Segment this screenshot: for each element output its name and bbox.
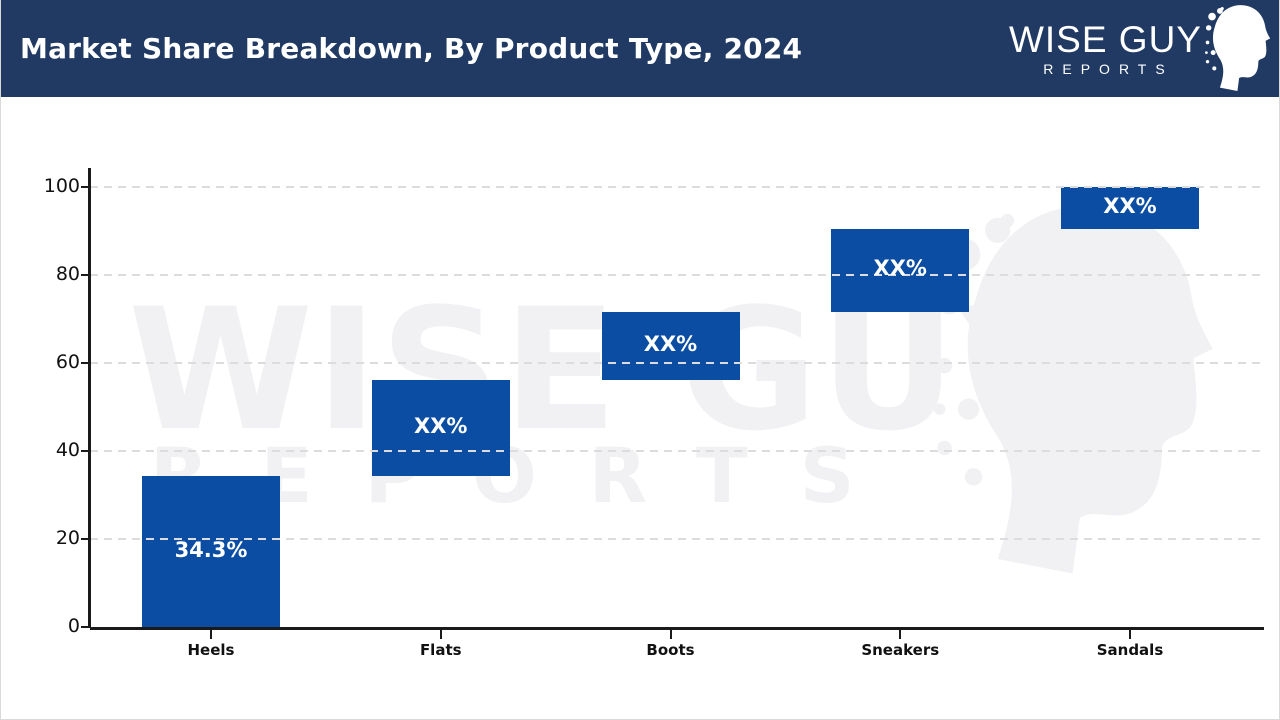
bar-label-boots: XX% — [643, 332, 698, 357]
logo-wordmark: WISE GUY — [1008, 19, 1202, 60]
x-tick-label-sandals: Sandals — [1096, 641, 1164, 659]
x-tick-sandals — [1129, 630, 1131, 639]
y-tick-label-0: 0 — [67, 615, 80, 637]
watermark-face-icon — [930, 195, 1220, 579]
bar-label-sandals: XX% — [1103, 193, 1157, 218]
y-tick-label-100: 100 — [43, 175, 80, 197]
x-tick-label-heels: Heels — [187, 641, 235, 659]
wise-guy-logo: WISE GUY REPORTS — [1009, 3, 1280, 95]
x-tick-boots — [669, 630, 672, 639]
gridline-20 — [90, 538, 1264, 540]
bar-label-sneakers: XX% — [873, 256, 927, 281]
bar-sandals — [1061, 187, 1199, 229]
bar-label-flats: XX% — [414, 414, 468, 439]
y-tick-100 — [81, 186, 90, 188]
x-tick-label-boots: Boots — [646, 641, 695, 659]
gridline-80 — [90, 274, 1264, 276]
chart-title: Market Share Breakdown, By Product Type,… — [20, 32, 803, 65]
x-tick-flats — [439, 630, 442, 639]
y-tick-label-80: 80 — [55, 263, 80, 285]
x-axis-line — [90, 627, 1264, 630]
bar-heels — [142, 476, 280, 627]
x-tick-sneakers — [899, 630, 902, 639]
y-tick-0 — [81, 626, 90, 628]
y-tick-label-60: 60 — [55, 351, 80, 373]
dotted-face-icon — [1204, 3, 1272, 95]
gridline-100 — [90, 186, 1264, 188]
gridline-60 — [90, 362, 1264, 364]
logo-text: WISE GUY REPORTS — [1009, 21, 1202, 76]
bar-sneakers — [831, 228, 970, 312]
x-tick-label-flats: Flats — [419, 641, 462, 659]
y-tick-40 — [81, 450, 90, 452]
y-tick-label-20: 20 — [55, 527, 80, 549]
y-tick-label-40: 40 — [55, 439, 80, 461]
header-bar: Market Share Breakdown, By Product Type,… — [0, 0, 1280, 97]
y-tick-80 — [81, 274, 90, 276]
y-axis-line — [88, 168, 91, 627]
bar-boots — [601, 311, 740, 381]
bar-label-heels: 34.3% — [174, 537, 248, 562]
x-tick-label-sneakers: Sneakers — [861, 641, 940, 659]
y-tick-60 — [81, 362, 90, 364]
logo-subtext: REPORTS — [1043, 61, 1174, 77]
y-tick-20 — [81, 538, 90, 540]
bar-flats — [371, 380, 510, 477]
gridline-40 — [90, 450, 1264, 452]
x-tick-heels — [210, 630, 212, 639]
